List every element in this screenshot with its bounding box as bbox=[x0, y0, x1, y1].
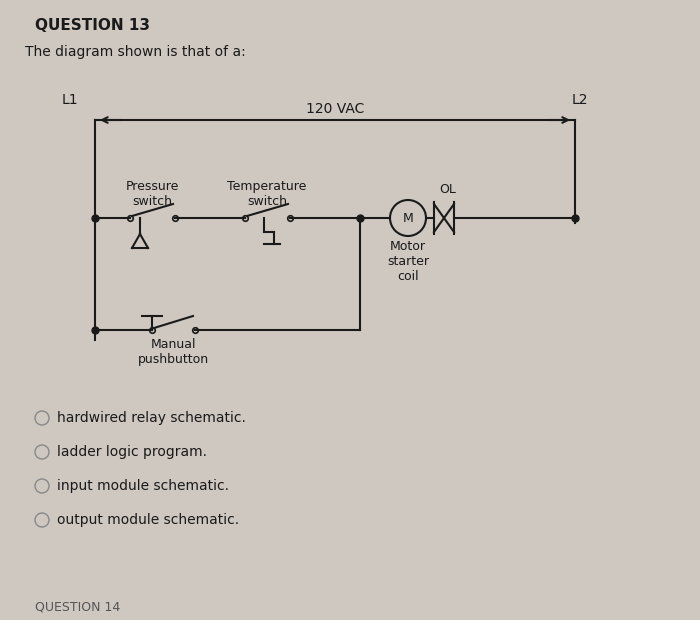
Text: OL: OL bbox=[440, 183, 456, 196]
Text: L1: L1 bbox=[62, 93, 78, 107]
Text: Manual
pushbutton: Manual pushbutton bbox=[137, 338, 209, 366]
Text: M: M bbox=[402, 211, 414, 224]
Text: output module schematic.: output module schematic. bbox=[57, 513, 239, 527]
Text: Temperature
switch: Temperature switch bbox=[228, 180, 307, 208]
Text: QUESTION 14: QUESTION 14 bbox=[35, 600, 120, 613]
Text: L2: L2 bbox=[572, 93, 589, 107]
Text: hardwired relay schematic.: hardwired relay schematic. bbox=[57, 411, 246, 425]
Text: ladder logic program.: ladder logic program. bbox=[57, 445, 207, 459]
Text: 120 VAC: 120 VAC bbox=[306, 102, 364, 116]
Text: Motor
starter
coil: Motor starter coil bbox=[387, 240, 429, 283]
Text: The diagram shown is that of a:: The diagram shown is that of a: bbox=[25, 45, 246, 59]
Text: QUESTION 13: QUESTION 13 bbox=[35, 18, 150, 33]
Text: Pressure
switch: Pressure switch bbox=[125, 180, 178, 208]
Text: input module schematic.: input module schematic. bbox=[57, 479, 229, 493]
